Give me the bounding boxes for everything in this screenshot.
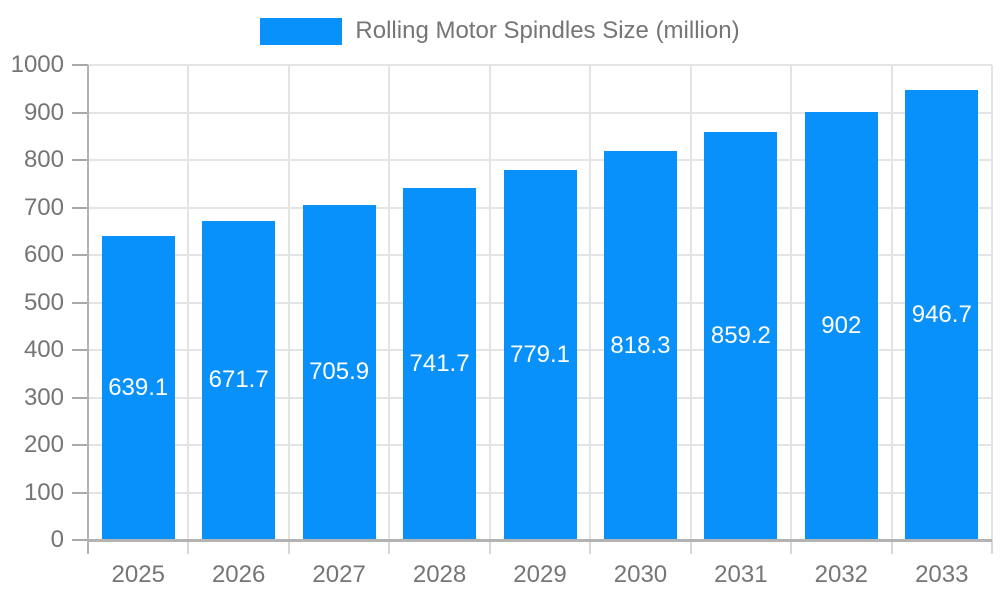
y-axis-label: 300 (23, 383, 64, 411)
y-axis-tick (72, 64, 88, 66)
x-axis-label: 2030 (613, 561, 668, 588)
x-axis-label: 2028 (412, 561, 467, 588)
y-axis-label: 500 (23, 288, 64, 316)
y-axis-tick (72, 206, 88, 209)
bar (403, 187, 477, 540)
legend: Rolling Motor Spindles Size (million) (0, 17, 1000, 45)
y-axis-label: 700 (23, 193, 64, 221)
y-axis-tick (72, 444, 88, 446)
bar (905, 90, 979, 540)
bar (704, 131, 778, 540)
gridline-vertical (689, 65, 692, 540)
x-axis-label: 2025 (111, 561, 165, 588)
legend-label: Rolling Motor Spindles Size (million) (355, 17, 740, 44)
y-axis-label: 800 (23, 146, 64, 173)
y-axis-line (87, 65, 89, 540)
gridline-horizontal (88, 111, 992, 114)
x-axis-tick (689, 540, 692, 554)
bar-value-label: 818.3 (610, 331, 671, 359)
gridline-vertical (589, 65, 592, 540)
y-axis-tick (72, 349, 88, 351)
gridline-vertical (488, 65, 491, 540)
bar (202, 220, 276, 540)
y-axis-tick (72, 301, 88, 304)
bar-value-label: 705.9 (309, 358, 370, 386)
x-axis-label: 2033 (915, 561, 969, 588)
bar-value-label: 779.1 (509, 340, 571, 368)
x-axis-label: 2029 (513, 561, 567, 588)
x-axis-tick (287, 540, 290, 554)
bar-value-label: 741.7 (409, 349, 470, 377)
bar-value-label: 639.1 (108, 374, 169, 402)
x-axis-label: 2026 (211, 561, 266, 588)
x-axis-tick (488, 540, 491, 554)
y-axis-tick (72, 111, 88, 114)
x-axis-tick (991, 540, 993, 554)
bar (503, 169, 577, 540)
x-axis-label: 2027 (312, 561, 366, 588)
y-axis-label: 200 (23, 431, 64, 458)
bar-value-label: 902 (821, 311, 862, 339)
y-axis-label: 600 (23, 241, 64, 268)
y-axis-tick (72, 254, 88, 256)
y-axis-label: 400 (23, 336, 64, 363)
gridline-vertical (991, 65, 993, 540)
gridline-vertical (187, 65, 190, 540)
x-axis-tick (187, 540, 190, 554)
x-axis-tick (87, 540, 89, 554)
y-axis-label: 1000 (10, 51, 64, 78)
y-axis-tick (72, 396, 88, 399)
bar-value-label: 859.2 (710, 321, 771, 349)
x-axis-line (88, 539, 992, 542)
bar-value-label: 671.7 (208, 366, 269, 394)
bar (804, 111, 878, 540)
gridline-vertical (890, 65, 893, 540)
gridline-vertical (388, 65, 391, 540)
x-axis-label: 2032 (814, 561, 869, 588)
y-axis-label: 0 (50, 526, 64, 553)
y-axis-tick (72, 159, 88, 161)
x-axis-tick (388, 540, 391, 554)
y-axis-tick (72, 491, 88, 494)
y-axis-tick (72, 539, 88, 541)
x-axis-tick (890, 540, 893, 554)
gridline-horizontal (88, 64, 992, 66)
x-axis-label: 2031 (714, 561, 768, 588)
gridline-vertical (287, 65, 290, 540)
x-axis-tick (790, 540, 793, 554)
legend-swatch (260, 17, 343, 45)
bar (603, 151, 677, 540)
bar-value-label: 946.7 (911, 301, 972, 329)
x-axis-tick (589, 540, 592, 554)
y-axis-label: 900 (23, 98, 64, 126)
gridline-vertical (790, 65, 793, 540)
y-axis-label: 100 (23, 478, 64, 506)
bar (302, 204, 376, 540)
bar (101, 236, 175, 540)
gridline-horizontal (88, 159, 992, 161)
